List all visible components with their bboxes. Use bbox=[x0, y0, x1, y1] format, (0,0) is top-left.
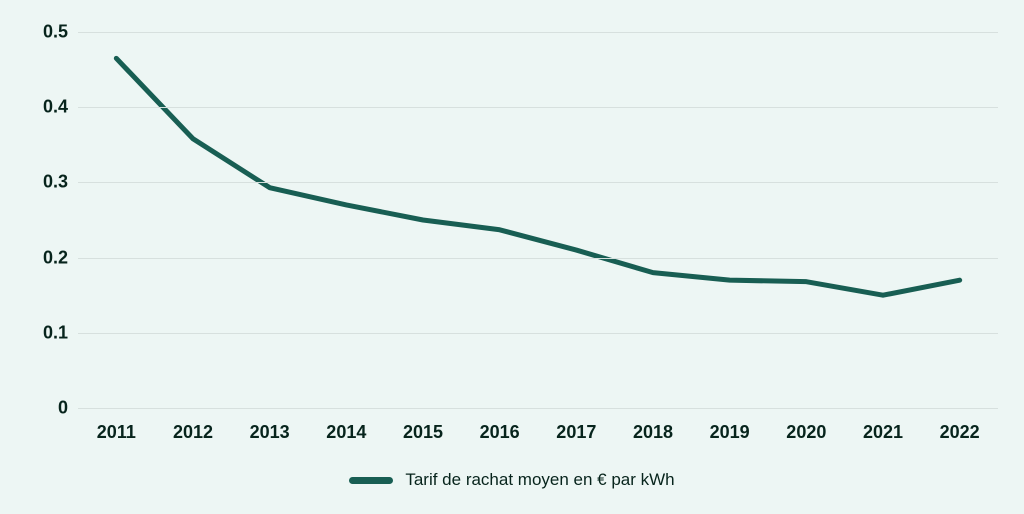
legend-swatch bbox=[349, 477, 393, 484]
x-tick-label: 2011 bbox=[97, 408, 136, 443]
tariff-line-chart: 0 0.1 0.2 0.3 0.4 0.5 2011 2012 2013 2014 2015 2016… bbox=[0, 0, 1024, 514]
x-tick-label: 2020 bbox=[786, 408, 826, 443]
gridline bbox=[78, 408, 998, 409]
x-tick-label: 2017 bbox=[556, 408, 596, 443]
y-tick-label: 0 bbox=[58, 398, 78, 419]
x-tick-label: 2016 bbox=[480, 408, 520, 443]
x-tick-label: 2022 bbox=[940, 408, 980, 443]
y-tick-label: 0.5 bbox=[43, 22, 78, 43]
plot-area: 00.10.20.30.40.5201120122013201420152016… bbox=[78, 32, 998, 408]
x-tick-label: 2019 bbox=[710, 408, 750, 443]
x-tick-label: 2015 bbox=[403, 408, 443, 443]
y-tick-label: 0.1 bbox=[43, 322, 78, 343]
series-polyline bbox=[116, 58, 959, 295]
x-tick-label: 2013 bbox=[250, 408, 290, 443]
x-tick-label: 2021 bbox=[863, 408, 903, 443]
legend-label: Tarif de rachat moyen en € par kWh bbox=[405, 470, 674, 490]
x-tick-label: 2012 bbox=[173, 408, 213, 443]
y-tick-label: 0.4 bbox=[43, 97, 78, 118]
y-tick-label: 0.3 bbox=[43, 172, 78, 193]
gridline bbox=[78, 258, 998, 259]
chart-legend: Tarif de rachat moyen en € par kWh bbox=[0, 470, 1024, 490]
gridline bbox=[78, 333, 998, 334]
x-tick-label: 2014 bbox=[326, 408, 366, 443]
gridline bbox=[78, 182, 998, 183]
line-series-svg bbox=[78, 32, 998, 408]
gridline bbox=[78, 32, 998, 33]
x-tick-label: 2018 bbox=[633, 408, 673, 443]
y-tick-label: 0.2 bbox=[43, 247, 78, 268]
gridline bbox=[78, 107, 998, 108]
